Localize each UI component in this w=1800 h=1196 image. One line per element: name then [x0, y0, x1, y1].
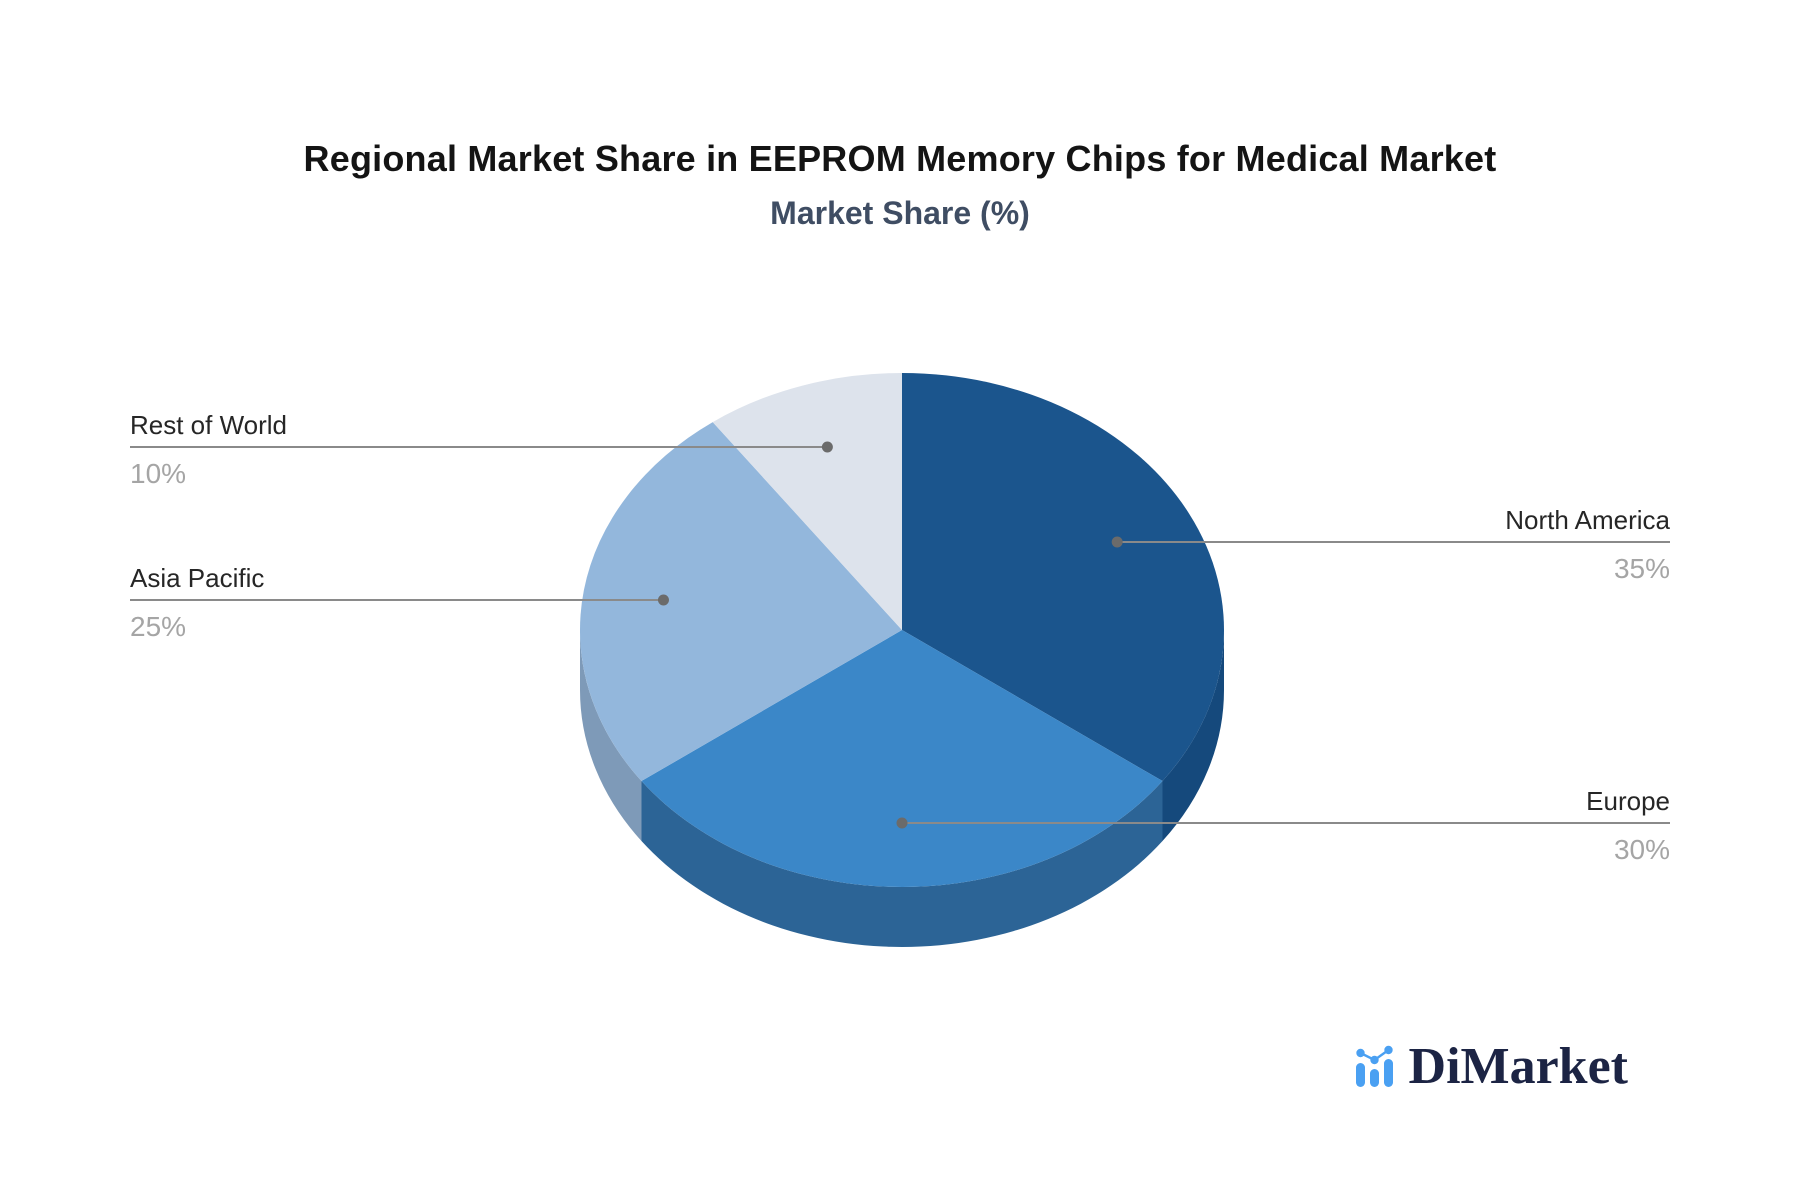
leader-dot-europe — [896, 817, 908, 829]
leader-dot-asia-pacific — [657, 594, 669, 606]
pie-slice-north-america — [902, 373, 1224, 782]
pie-label-europe: Europe — [1586, 786, 1670, 816]
pie-label-rest-of-world: Rest of World — [130, 410, 288, 440]
pie-label-north-america: North America — [1505, 505, 1670, 535]
pie-slice-side-asia-pacific — [580, 630, 642, 842]
pie-slice-rest-of-world — [712, 373, 902, 630]
pie-slice-side-north-america — [1162, 630, 1224, 842]
pie-slice-asia-pacific — [580, 422, 902, 782]
bar-line-chart-icon — [1355, 1045, 1393, 1087]
chart-title: Regional Market Share in EEPROM Memory C… — [303, 138, 1497, 179]
pie-value-asia-pacific: 25% — [130, 611, 187, 642]
leader-dot-north-america — [1111, 536, 1123, 548]
leader-dot-rest-of-world — [821, 441, 833, 453]
brand-name: DiMarket — [1408, 1038, 1628, 1095]
chart-subtitle: Market Share (%) — [770, 195, 1030, 231]
pie-label-asia-pacific: Asia Pacific — [130, 563, 265, 593]
pie-value-north-america: 35% — [1613, 553, 1670, 584]
pie-slice-side-europe — [641, 781, 1163, 947]
pie-value-rest-of-world: 10% — [130, 458, 187, 489]
brand-logo: DiMarket — [1353, 1038, 1628, 1096]
pie-value-europe: 30% — [1613, 834, 1670, 865]
